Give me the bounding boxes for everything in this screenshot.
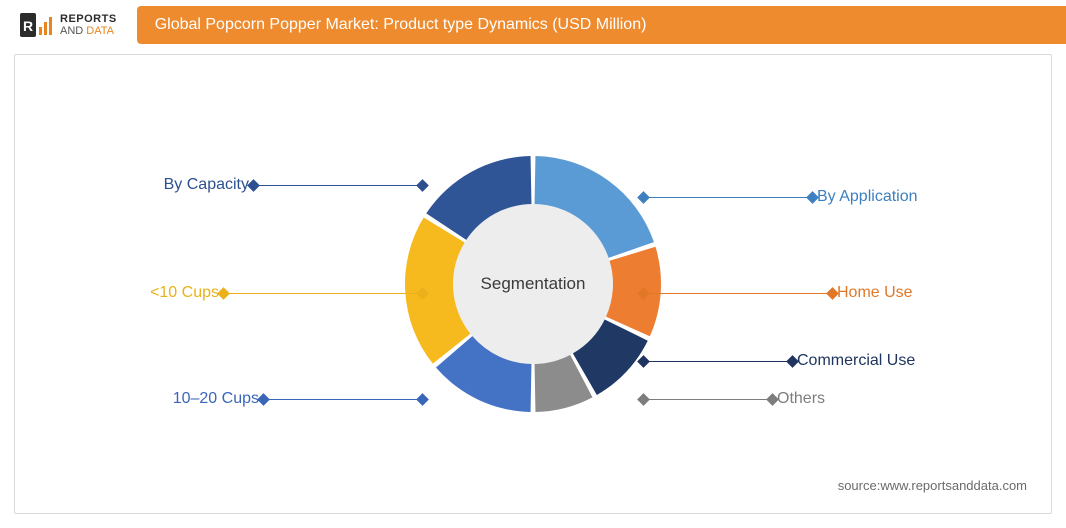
logo-mark: R	[20, 13, 54, 37]
callout-line	[253, 185, 423, 186]
callout-lt_ten: <10 Cups	[146, 284, 423, 302]
donut-svg	[403, 154, 663, 414]
callout-by_application: By Application	[643, 188, 922, 206]
callout-line	[223, 293, 423, 294]
donut-chart: Segmentation	[403, 154, 663, 414]
callout-label: By Capacity	[160, 176, 253, 194]
callout-line	[263, 399, 423, 400]
svg-text:R: R	[23, 18, 33, 34]
callout-by_capacity: By Capacity	[160, 176, 423, 194]
callout-label: 10–20 Cups	[169, 390, 263, 408]
callout-label: Commercial Use	[793, 352, 919, 370]
logo-line1: REPORTS	[60, 13, 117, 25]
logo: R REPORTS AND DATA	[20, 13, 117, 37]
callout-label: Home Use	[833, 284, 917, 302]
header: R REPORTS AND DATA Global Popcorn Popper…	[0, 0, 1066, 50]
callout-label: By Application	[813, 188, 922, 206]
callout-ten_twenty: 10–20 Cups	[169, 390, 423, 408]
callout-others: Others	[643, 390, 829, 408]
source-text: source:www.reportsanddata.com	[838, 478, 1027, 493]
callout-line	[643, 361, 793, 362]
callout-label: <10 Cups	[146, 284, 223, 302]
callout-line	[643, 399, 773, 400]
logo-text: REPORTS AND DATA	[60, 13, 117, 37]
callout-line	[643, 293, 833, 294]
callout-line	[643, 197, 813, 198]
logo-line2: AND DATA	[60, 25, 117, 37]
title-text: Global Popcorn Popper Market: Product ty…	[155, 16, 647, 34]
callout-home_use: Home Use	[643, 284, 917, 302]
chart-frame: Segmentation By Application Home Use Comme…	[14, 54, 1052, 514]
callout-commercial_use: Commercial Use	[643, 352, 919, 370]
callout-label: Others	[773, 390, 829, 408]
title-bar: Global Popcorn Popper Market: Product ty…	[137, 6, 1066, 44]
